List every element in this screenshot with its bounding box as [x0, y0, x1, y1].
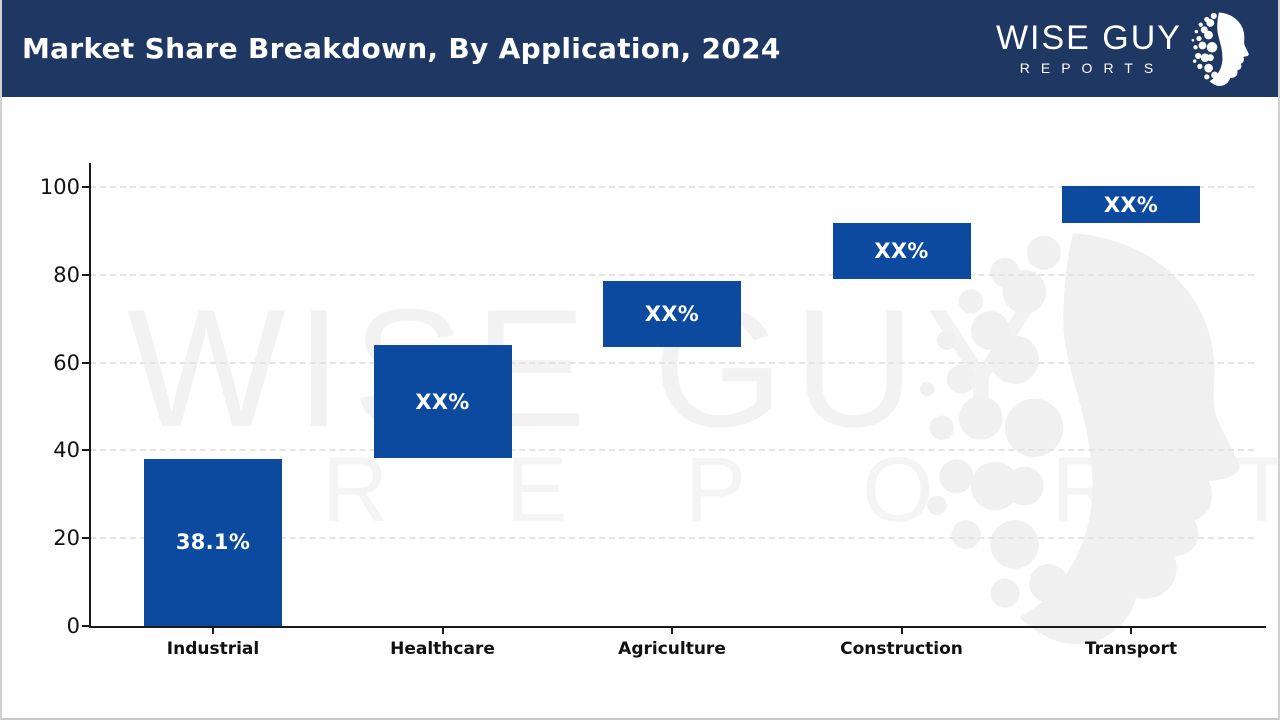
- x-category-label: Industrial: [166, 639, 260, 659]
- y-tick-label-0: 0: [66, 614, 80, 638]
- x-category-label: Transport: [1084, 639, 1178, 659]
- wiseguy-face-icon: [1191, 11, 1249, 86]
- gridline-80: [90, 273, 1254, 276]
- logo-wordmark: WISE GUY: [995, 19, 1182, 57]
- gridline-40: [90, 449, 1254, 452]
- bar-value-label: XX%: [1103, 192, 1159, 217]
- gridline-20: [90, 537, 1254, 540]
- y-tick-80: [82, 273, 90, 276]
- bar-construction: XX%: [832, 222, 971, 280]
- gridline-60: [90, 361, 1254, 364]
- bar-value-label: 38.1%: [175, 530, 251, 555]
- x-tick-3: [671, 627, 673, 634]
- bar-agriculture: XX%: [603, 280, 741, 347]
- y-tick-label-100: 100: [39, 175, 80, 199]
- wiseguy-logo: WISE GUY REPORTS: [996, 9, 1252, 89]
- bar-value-label: XX%: [415, 389, 470, 414]
- wiseguy-logo-text: WISE GUY REPORTS: [996, 21, 1182, 76]
- watermark-wordmark: WISE GUY: [127, 274, 1048, 462]
- gridline-100: [90, 186, 1254, 188]
- bar-healthcare: XX%: [373, 345, 512, 459]
- x-axis-line: [89, 626, 1266, 628]
- bar-industrial: 38.1%: [144, 458, 282, 626]
- x-category-label: Healthcare: [390, 639, 495, 659]
- logo-subtitle: REPORTS: [1019, 60, 1165, 76]
- y-tick-40: [82, 449, 90, 452]
- page-title: Market Share Breakdown, By Application, …: [22, 32, 781, 65]
- x-tick-1: [212, 627, 214, 634]
- x-category-label: Construction: [840, 639, 963, 659]
- y-tick-label-20: 20: [53, 526, 80, 551]
- y-tick-100: [82, 186, 90, 188]
- x-category-label: Agriculture: [618, 639, 726, 659]
- header-bar: Market Share Breakdown, By Application, …: [2, 0, 1278, 97]
- bar-transport: XX%: [1062, 186, 1200, 223]
- x-tick-5: [1130, 627, 1132, 634]
- x-tick-2: [441, 627, 444, 634]
- y-tick-20: [82, 537, 90, 540]
- y-axis-line: [89, 163, 91, 628]
- y-tick-label-40: 40: [53, 438, 80, 463]
- y-tick-label-80: 80: [53, 262, 80, 287]
- bar-value-label: XX%: [644, 301, 700, 326]
- bar-value-label: XX%: [874, 239, 929, 264]
- y-tick-0: [82, 625, 90, 627]
- y-tick-60: [82, 361, 90, 364]
- x-tick-4: [900, 627, 903, 634]
- y-tick-label-60: 60: [53, 350, 80, 375]
